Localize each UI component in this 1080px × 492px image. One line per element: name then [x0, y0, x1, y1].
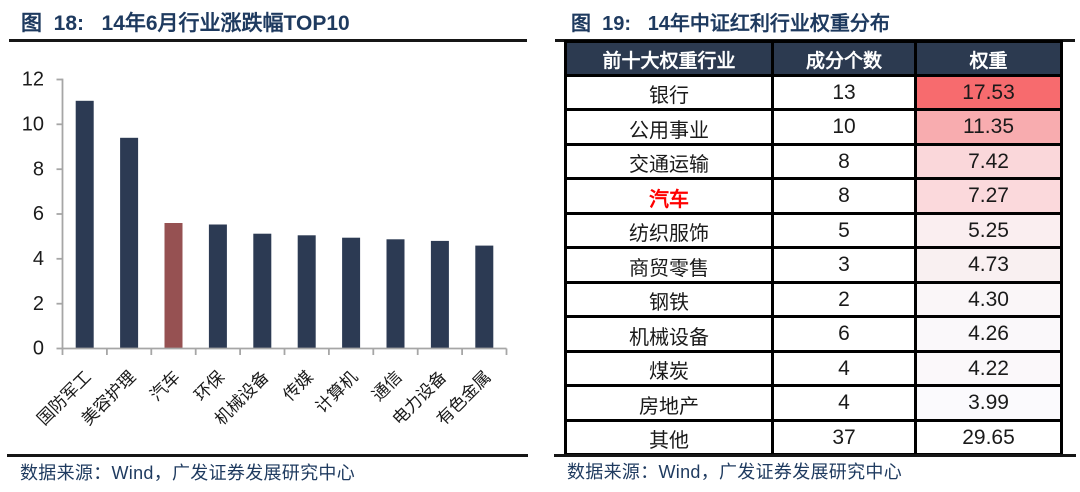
svg-text:6: 6: [33, 203, 44, 225]
svg-text:4: 4: [33, 248, 44, 270]
svg-text:传媒: 传媒: [280, 367, 317, 404]
svg-text:8: 8: [33, 158, 44, 180]
svg-text:0: 0: [33, 338, 44, 360]
svg-text:12: 12: [22, 69, 44, 91]
svg-text:环保: 环保: [191, 367, 228, 404]
svg-text:汽车: 汽车: [146, 367, 183, 404]
svg-text:通信: 通信: [368, 367, 405, 404]
svg-text:10: 10: [22, 113, 44, 135]
svg-text:计算机: 计算机: [312, 367, 361, 416]
svg-text:2: 2: [33, 293, 44, 315]
